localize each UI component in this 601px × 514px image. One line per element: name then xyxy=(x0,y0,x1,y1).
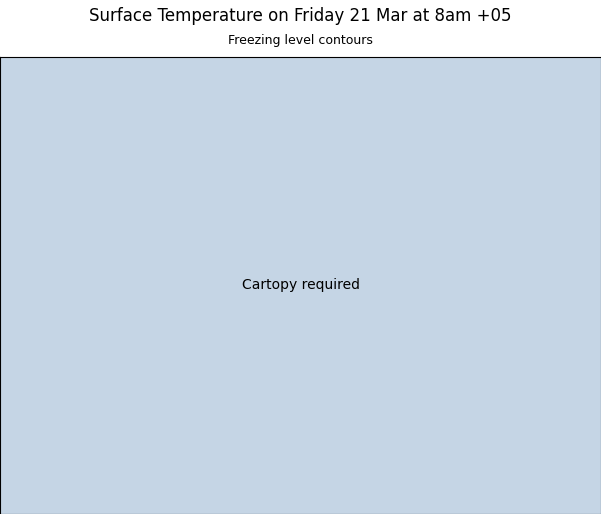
Text: Surface Temperature on Friday 21 Mar at 8am +05: Surface Temperature on Friday 21 Mar at … xyxy=(90,7,511,25)
Text: Freezing level contours: Freezing level contours xyxy=(228,34,373,47)
Text: Cartopy required: Cartopy required xyxy=(242,278,359,292)
